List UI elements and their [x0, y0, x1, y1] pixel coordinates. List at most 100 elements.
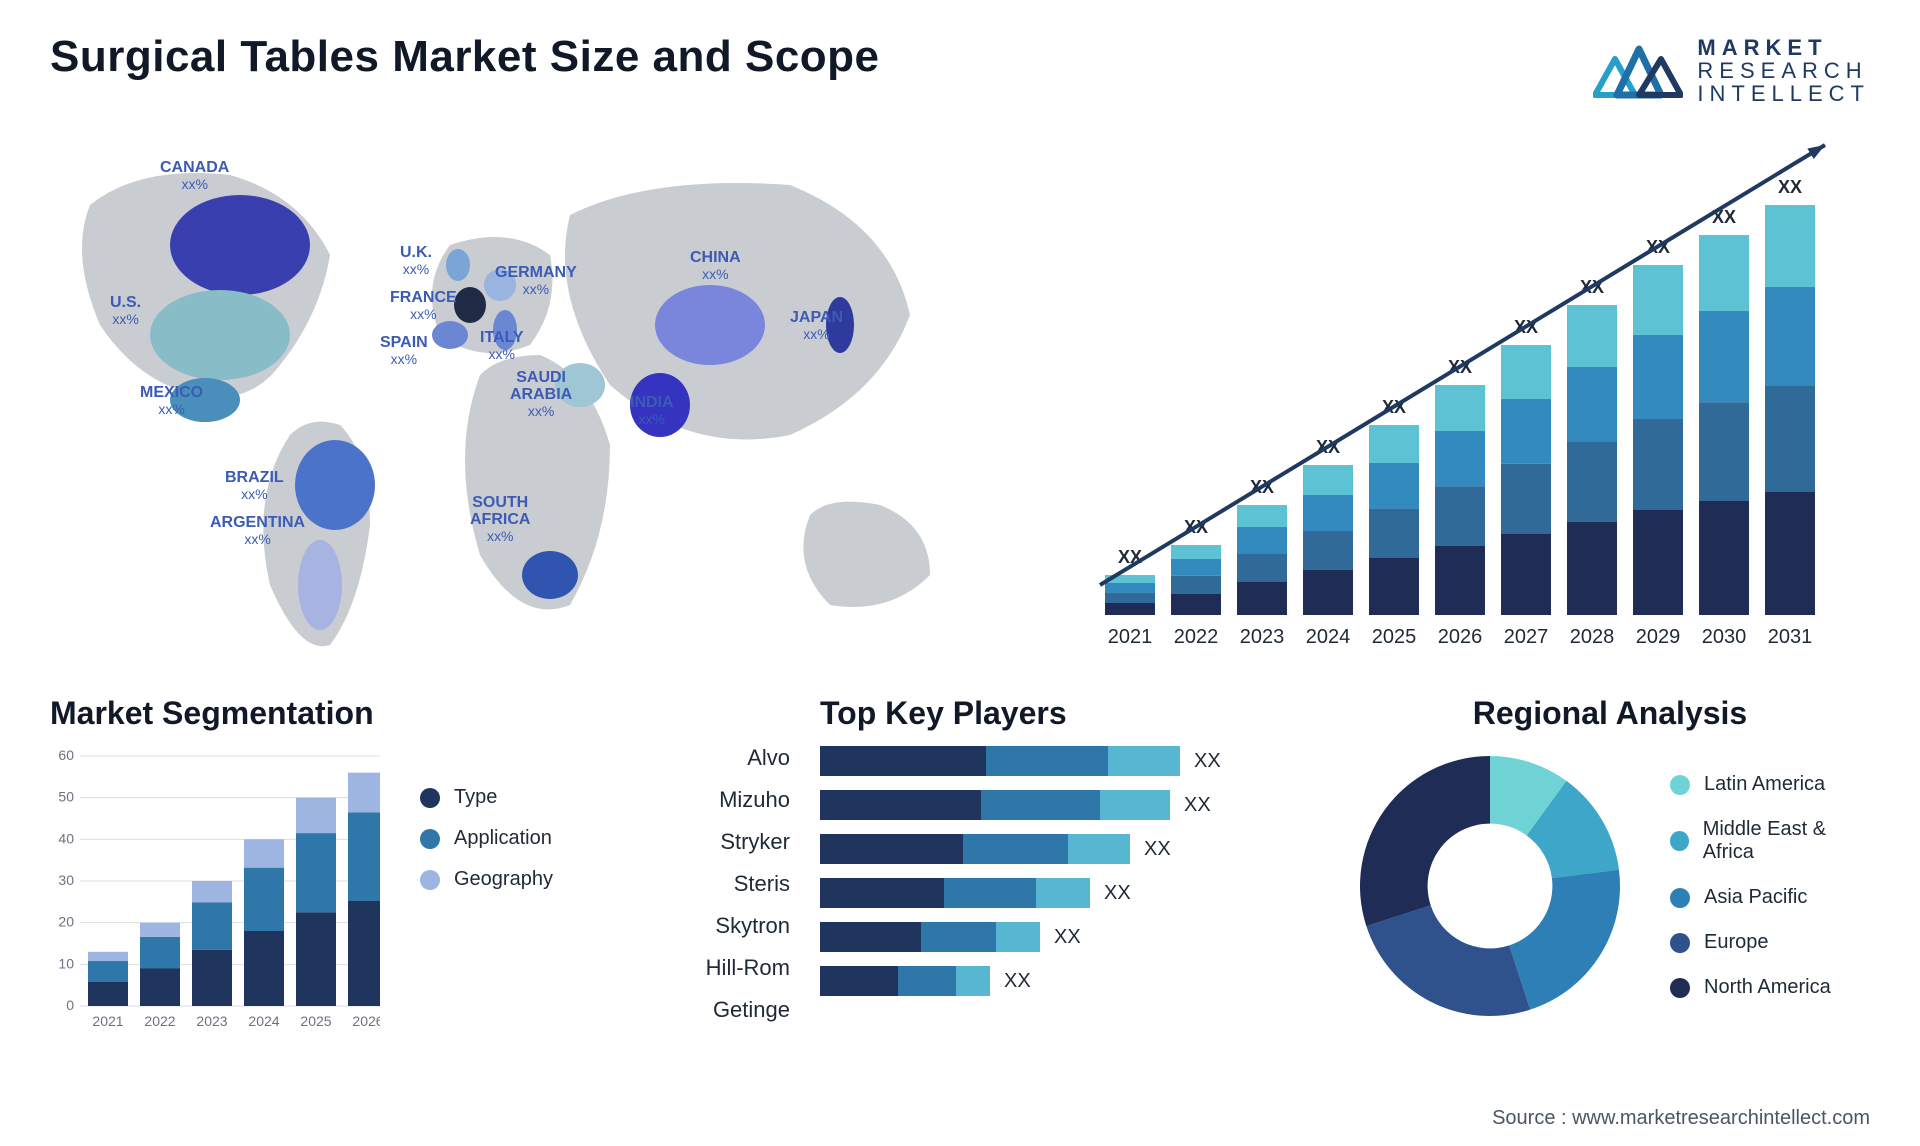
svg-text:50: 50 [58, 789, 74, 805]
segmentation-panel: Market Segmentation 01020304050602021202… [50, 695, 610, 1036]
brand-line-3: INTELLECT [1697, 82, 1870, 105]
growth-chart-panel: XX2021XX2022XX2023XX2024XX2025XX2026XX20… [1020, 135, 1870, 675]
player-bar-row: XX [820, 790, 1320, 820]
legend-dot-icon [1670, 888, 1690, 908]
regional-panel: Regional Analysis Latin America Middle Ea… [1350, 695, 1870, 1036]
region-legend-north-america: North America [1670, 976, 1870, 999]
player-hill-rom: Hill-Rom [640, 955, 790, 981]
svg-text:2023: 2023 [196, 1013, 227, 1029]
legend-label: Geography [454, 868, 553, 891]
svg-text:2026: 2026 [1438, 626, 1483, 648]
map-label-italy: ITALYxx% [480, 330, 524, 361]
svg-text:2029: 2029 [1636, 626, 1681, 648]
player-bar [820, 878, 1090, 908]
svg-text:2022: 2022 [1174, 626, 1219, 648]
svg-text:XX: XX [1778, 177, 1802, 197]
player-bar-segment [944, 878, 1036, 908]
player-bar-segment [921, 922, 996, 952]
player-bar-segment [820, 790, 981, 820]
page-title: Surgical Tables Market Size and Scope [50, 32, 880, 82]
map-label-argentina: ARGENTINAxx% [210, 515, 305, 546]
map-label-south-africa: SOUTHAFRICAxx% [470, 495, 530, 543]
svg-text:2028: 2028 [1570, 626, 1615, 648]
player-bar-segment [1100, 790, 1170, 820]
map-label-france: FRANCExx% [390, 290, 457, 321]
region-legend-europe: Europe [1670, 931, 1870, 954]
svg-text:2024: 2024 [248, 1013, 279, 1029]
brand-logo: MARKET RESEARCH INTELLECT [1593, 36, 1870, 105]
svg-text:2023: 2023 [1240, 626, 1285, 648]
player-bar-segment [986, 746, 1108, 776]
svg-text:10: 10 [58, 956, 74, 972]
svg-text:2030: 2030 [1702, 626, 1747, 648]
map-label-saudi-arabia: SAUDIARABIAxx% [510, 370, 572, 418]
seg-legend-type: Type [420, 786, 553, 809]
player-bar-segment [820, 966, 898, 996]
svg-text:2025: 2025 [1372, 626, 1417, 648]
map-label-china: CHINAxx% [690, 250, 741, 281]
region-legend-middle-east-africa: Middle East & Africa [1670, 818, 1870, 864]
map-label-spain: SPAINxx% [380, 335, 428, 366]
svg-text:40: 40 [58, 831, 74, 847]
player-bar-value: XX [1004, 970, 1031, 993]
player-bar [820, 746, 1180, 776]
svg-text:2021: 2021 [1108, 626, 1153, 648]
player-bar-segment [820, 922, 921, 952]
legend-dot-icon [420, 829, 440, 849]
map-label-india: INDIAxx% [630, 395, 674, 426]
player-bar [820, 790, 1170, 820]
player-bar-row: XX [820, 746, 1320, 776]
legend-dot-icon [1670, 978, 1690, 998]
segmentation-bar-chart: 0102030405060202120222023202420252026 [50, 746, 380, 1036]
player-bar-segment [963, 834, 1068, 864]
player-bar [820, 922, 1040, 952]
svg-text:0: 0 [66, 997, 74, 1013]
player-bar-value: XX [1104, 882, 1131, 905]
player-bar-segment [996, 922, 1040, 952]
player-alvo: Alvo [640, 745, 790, 771]
regional-legend: Latin America Middle East & Africa Asia Pa… [1670, 773, 1870, 999]
map-label-canada: CANADAxx% [160, 160, 229, 191]
player-bar-row: XX [820, 834, 1320, 864]
player-skytron: Skytron [640, 913, 790, 939]
player-steris: Steris [640, 871, 790, 897]
player-bar-value: XX [1144, 838, 1171, 861]
region-legend-latin-america: Latin America [1670, 773, 1870, 796]
player-bar-value: XX [1184, 794, 1211, 817]
growth-bar-chart: XX2021XX2022XX2023XX2024XX2025XX2026XX20… [1020, 135, 1870, 675]
seg-legend-application: Application [420, 827, 553, 850]
player-bar-row: XX [820, 878, 1320, 908]
seg-legend-geography: Geography [420, 868, 553, 891]
player-bar-segment [981, 790, 1100, 820]
svg-text:2024: 2024 [1306, 626, 1351, 648]
legend-label: North America [1704, 976, 1831, 999]
legend-dot-icon [1670, 831, 1689, 851]
legend-label: Middle East & Africa [1703, 818, 1870, 864]
brand-mark-icon [1593, 39, 1683, 103]
svg-text:2021: 2021 [92, 1013, 123, 1029]
map-label-japan: JAPANxx% [790, 310, 843, 341]
region-legend-asia-pacific: Asia Pacific [1670, 886, 1870, 909]
svg-text:20: 20 [58, 914, 74, 930]
svg-text:2027: 2027 [1504, 626, 1549, 648]
map-label-germany: GERMANYxx% [495, 265, 577, 296]
player-bar [820, 834, 1130, 864]
segmentation-title: Market Segmentation [50, 695, 610, 732]
player-mizuho: Mizuho [640, 787, 790, 813]
regional-donut-chart [1350, 746, 1630, 1026]
svg-text:2031: 2031 [1768, 626, 1813, 648]
player-bar-row: XX [820, 922, 1320, 952]
svg-text:2025: 2025 [300, 1013, 331, 1029]
map-label-mexico: MEXICOxx% [140, 385, 203, 416]
regional-title: Regional Analysis [1350, 695, 1870, 732]
key-players-title: Top Key Players [820, 695, 1320, 732]
legend-dot-icon [1670, 775, 1690, 795]
legend-label: Latin America [1704, 773, 1825, 796]
world-map-panel: CANADAxx%U.S.xx%MEXICOxx%BRAZILxx%ARGENT… [50, 135, 980, 675]
svg-text:60: 60 [58, 747, 74, 763]
key-players-panel: AlvoMizuhoStrykerSterisSkytronHill-RomGe… [640, 695, 1320, 1036]
legend-label: Type [454, 786, 497, 809]
brand-line-1: MARKET [1697, 36, 1870, 59]
key-players-list: AlvoMizuhoStrykerSterisSkytronHill-RomGe… [640, 745, 790, 1036]
legend-dot-icon [1670, 933, 1690, 953]
